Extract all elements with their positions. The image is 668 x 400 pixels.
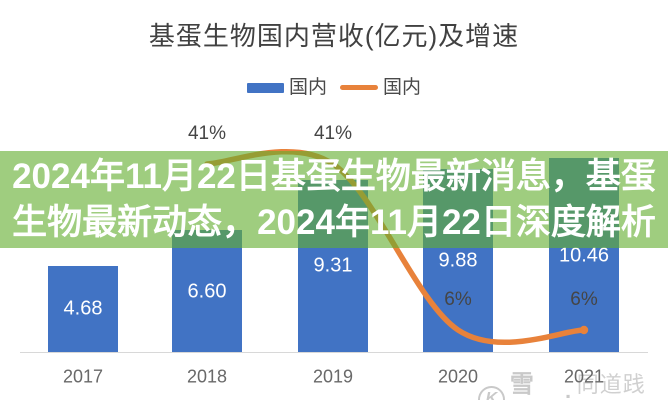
- watermark-username: 同道践行: [576, 372, 646, 397]
- headline-overlay-banner: 2024年11月22日基蛋生物最新消息，基蛋 生物最新动态，2024年11月22…: [0, 151, 668, 248]
- bar-series-swatch-icon: [246, 82, 284, 93]
- growth-label-2018: 41%: [187, 123, 227, 144]
- x-axis-label-2020: 2020: [437, 366, 479, 387]
- growth-label-2021: 6%: [570, 289, 598, 310]
- x-axis-line: [20, 352, 648, 353]
- line-series-swatch-icon: [340, 85, 378, 90]
- x-axis-label-2021: 2021: [563, 366, 605, 387]
- bar-value-label-2020: 9.88: [438, 249, 478, 272]
- chart-title: 基蛋生物国内营收(亿元)及增速: [148, 21, 520, 51]
- x-axis-label-2017: 2017: [62, 366, 104, 387]
- watermark-separator: :: [564, 386, 572, 400]
- watermark-brand: 雪球: [509, 371, 535, 398]
- bar-value-label-2018: 6.60: [187, 280, 227, 303]
- bar-series-label: 国内: [288, 77, 327, 98]
- legend-item-growth: 国内: [340, 78, 421, 97]
- x-axis-label-2018: 2018: [186, 366, 228, 387]
- bar-value-label-2019: 9.31: [313, 254, 353, 277]
- legend-item-revenue: 国内: [246, 77, 327, 98]
- bar-value-label-2017: 4.68: [63, 297, 103, 320]
- watermark: K 雪球 : 同道践行: [478, 364, 668, 400]
- xueqiu-logo-icon: K: [478, 385, 505, 400]
- line-series-label: 国内: [383, 77, 422, 98]
- growth-label-2020: 6%: [444, 289, 472, 310]
- headline-line-2: 生物最新动态，2024年11月22日深度解析: [12, 202, 656, 242]
- x-axis-label-2019: 2019: [312, 366, 354, 387]
- legend: 国内 国内: [0, 78, 668, 97]
- growth-label-2019: 41%: [313, 123, 353, 144]
- headline-line-1: 2024年11月22日基蛋生物最新消息，基蛋: [12, 156, 656, 196]
- bar-2017: [48, 265, 118, 353]
